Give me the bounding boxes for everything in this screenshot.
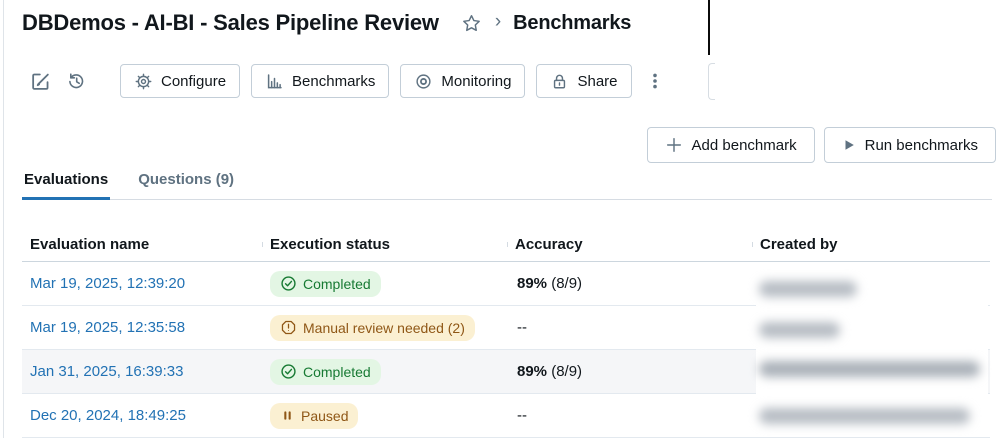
cropped-element-fragment xyxy=(708,63,715,100)
monitoring-button[interactable]: Monitoring xyxy=(400,64,526,98)
status-badge: Completed xyxy=(270,270,381,297)
table-row: Mar 19, 2025, 12:35:58 Manual review nee… xyxy=(22,306,990,350)
evaluation-name-link[interactable]: Mar 19, 2025, 12:35:58 xyxy=(30,319,186,336)
breadcrumb-current-page: Benchmarks xyxy=(513,11,632,34)
accuracy-value: -- xyxy=(517,319,527,336)
play-icon xyxy=(842,138,856,152)
status-badge: Manual review needed (2) xyxy=(270,314,475,341)
redacted-created-by-value xyxy=(759,281,857,297)
more-options-button[interactable] xyxy=(646,71,664,91)
gear-icon xyxy=(134,72,153,91)
eye-icon xyxy=(414,72,433,91)
tab-questions[interactable]: Questions (9) xyxy=(136,171,236,200)
check-circle-icon xyxy=(280,275,297,292)
page-title: DBDemos - AI-BI - Sales Pipeline Review xyxy=(22,10,439,35)
column-header-execution-status: Execution status xyxy=(262,236,507,253)
kebab-menu-icon xyxy=(646,71,664,91)
breadcrumb-chevron: › xyxy=(494,11,502,32)
table-body: Mar 19, 2025, 12:39:20 Completed 89% (8/… xyxy=(22,262,990,438)
status-badge-label: Completed xyxy=(303,363,371,380)
bar-chart-icon xyxy=(265,72,284,91)
star-icon xyxy=(461,13,482,34)
page-header: DBDemos - AI-BI - Sales Pipeline Review … xyxy=(22,10,631,36)
configure-button[interactable]: Configure xyxy=(120,64,241,98)
left-edge-divider xyxy=(3,0,4,438)
edit-icon xyxy=(30,71,51,92)
run-benchmarks-button[interactable]: Run benchmarks xyxy=(823,127,996,163)
evaluation-name-link[interactable]: Mar 19, 2025, 12:39:20 xyxy=(30,275,186,292)
accuracy-value: -- xyxy=(517,407,527,424)
share-button-label: Share xyxy=(577,72,618,90)
evaluation-name-link[interactable]: Dec 20, 2024, 18:49:25 xyxy=(30,407,186,424)
table-row: Mar 19, 2025, 12:39:20 Completed 89% (8/… xyxy=(22,262,990,306)
benchmarks-button[interactable]: Benchmarks xyxy=(251,64,390,98)
favorite-button[interactable] xyxy=(461,13,482,34)
lock-icon xyxy=(550,72,569,91)
tab-evaluations[interactable]: Evaluations xyxy=(22,171,111,200)
redaction-overlay xyxy=(756,277,988,431)
column-header-accuracy: Accuracy xyxy=(507,236,752,253)
column-header-created-by: Created by xyxy=(752,236,990,253)
pause-icon xyxy=(280,408,295,423)
configure-button-label: Configure xyxy=(161,72,227,90)
add-benchmark-button[interactable]: Add benchmark xyxy=(646,127,815,163)
add-benchmark-label: Add benchmark xyxy=(691,136,797,154)
status-badge: Completed xyxy=(270,358,381,385)
status-badge-label: Completed xyxy=(303,275,371,292)
status-badge-label: Paused xyxy=(301,407,349,424)
history-icon xyxy=(66,71,87,92)
accuracy-value: 89% (8/9) xyxy=(517,275,583,292)
alert-octagon-icon xyxy=(280,319,297,336)
screenshot-crop-divider xyxy=(708,0,710,55)
toolbar: Configure Benchmarks Monitoring xyxy=(30,64,664,98)
share-button[interactable]: Share xyxy=(536,64,632,98)
evaluations-table: Evaluation name Execution status Accurac… xyxy=(22,228,990,438)
accuracy-value: 89% (8/9) xyxy=(517,363,583,380)
monitoring-button-label: Monitoring xyxy=(441,72,512,90)
tab-bar: Evaluations Questions (9) xyxy=(22,171,992,200)
evaluation-name-link[interactable]: Jan 31, 2025, 16:39:33 xyxy=(30,363,184,380)
redacted-created-by-value xyxy=(759,361,980,377)
column-header-evaluation-name: Evaluation name xyxy=(30,236,150,253)
redacted-created-by-value xyxy=(759,322,840,338)
benchmark-actions: Add benchmark Run benchmarks xyxy=(646,127,996,163)
run-benchmarks-label: Run benchmarks xyxy=(864,136,978,154)
status-badge-label: Manual review needed (2) xyxy=(303,319,465,336)
table-header-row: Evaluation name Execution status Accurac… xyxy=(22,228,990,262)
redacted-created-by-value xyxy=(759,408,970,424)
plus-icon xyxy=(665,136,683,154)
status-badge: Paused xyxy=(270,402,359,429)
edit-button[interactable] xyxy=(30,71,51,92)
benchmarks-button-label: Benchmarks xyxy=(292,72,376,90)
check-circle-icon xyxy=(280,363,297,380)
history-button[interactable] xyxy=(66,71,87,92)
